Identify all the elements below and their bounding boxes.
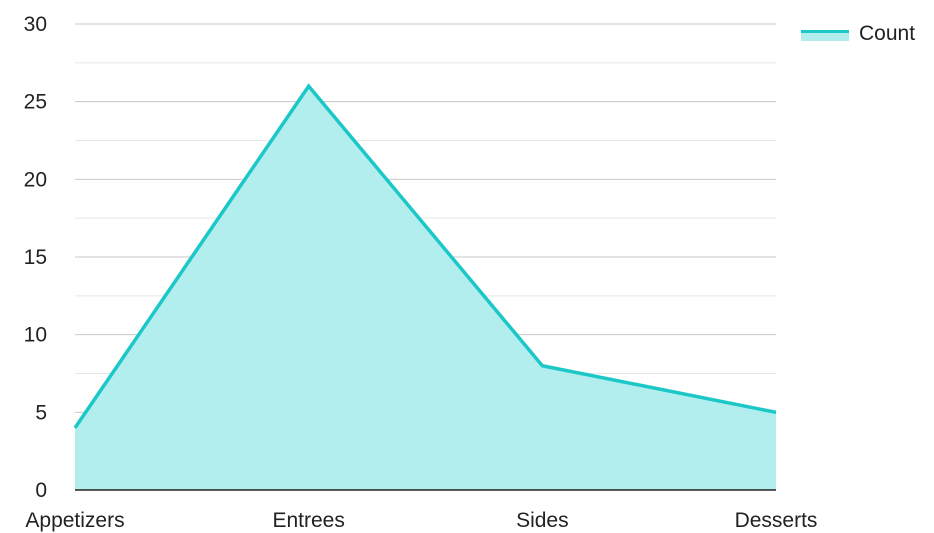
legend-swatch-fill <box>801 32 849 41</box>
y-tick-labels: 0 5 10 15 20 25 30 <box>24 13 47 502</box>
y-tick-label: 30 <box>24 13 47 36</box>
series-area-count <box>75 86 776 490</box>
x-tick-label: Entrees <box>272 509 344 532</box>
y-tick-label: 5 <box>35 401 47 424</box>
legend[interactable]: Count <box>801 22 915 46</box>
data-point-desserts[interactable] <box>772 408 780 416</box>
y-tick-label: 20 <box>24 168 47 191</box>
data-point-appetizers[interactable] <box>71 424 79 432</box>
y-tick-label: 15 <box>24 246 47 269</box>
data-point-entrees[interactable] <box>305 82 313 90</box>
y-tick-label: 25 <box>24 91 47 114</box>
y-tick-label: 0 <box>35 479 47 502</box>
legend-swatch <box>801 27 849 41</box>
legend-label: Count <box>859 22 916 45</box>
data-point-sides[interactable] <box>538 362 546 370</box>
series-line-count[interactable] <box>73 83 777 429</box>
y-tick-label: 10 <box>24 324 47 347</box>
area-layer <box>71 82 780 490</box>
legend-swatch-line <box>801 30 849 33</box>
x-tick-label: Desserts <box>735 509 818 532</box>
x-tick-label: Sides <box>516 509 569 532</box>
x-tick-label: Appetizers <box>25 509 124 532</box>
x-tick-labels: Appetizers Entrees Sides Desserts <box>25 509 817 532</box>
